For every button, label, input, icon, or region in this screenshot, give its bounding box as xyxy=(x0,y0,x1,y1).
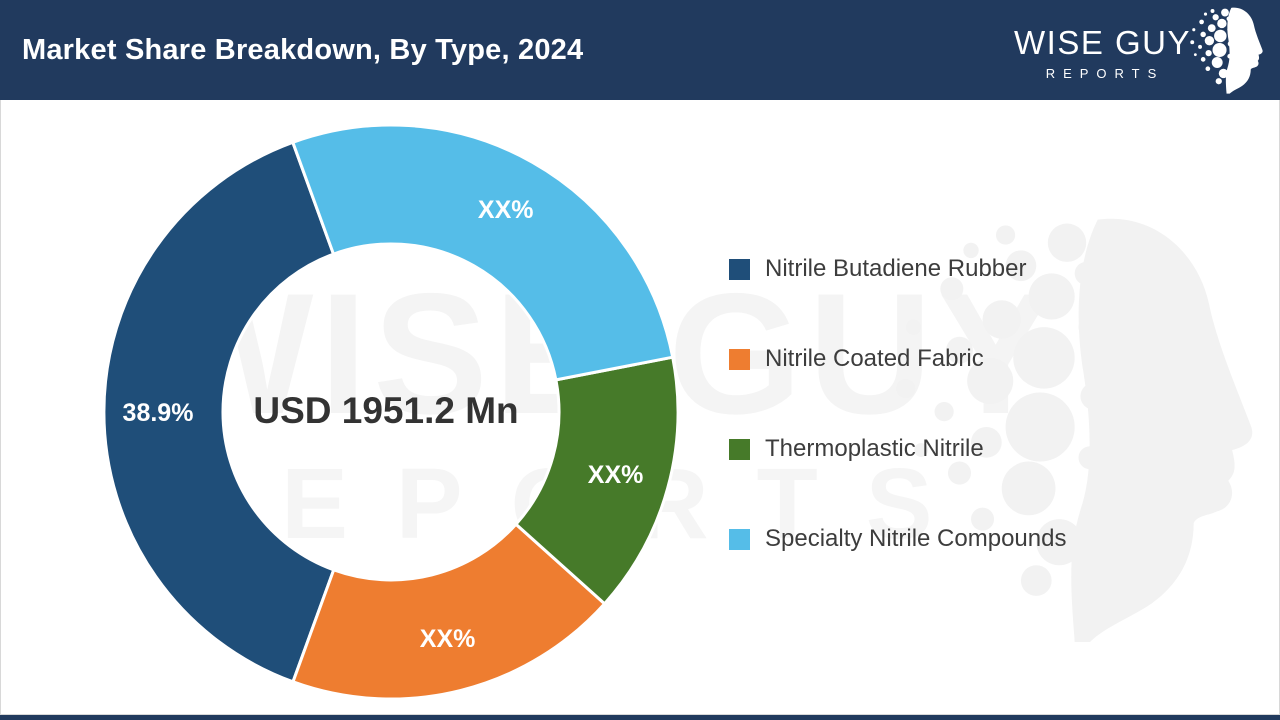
donut-chart-svg: 38.9% XX% XX% XX% xyxy=(102,123,680,701)
donut-segment-specialty-nitrile-compounds xyxy=(291,123,675,382)
legend-swatch-icon xyxy=(729,348,750,370)
donut-segment-nitrile-coated-fabric xyxy=(291,522,607,701)
legend-swatch-icon xyxy=(729,528,750,550)
legend-item-specialty-nitrile-compounds: Specialty Nitrile Compounds xyxy=(729,525,1066,553)
legend-label: Nitrile Coated Fabric xyxy=(765,345,984,372)
legend-label: Nitrile Butadiene Rubber xyxy=(765,255,1027,282)
slice-percentage-label: 38.9% xyxy=(123,399,194,427)
header-bar: Market Share Breakdown, By Type, 2024 WI… xyxy=(0,0,1280,100)
legend-item-thermoplastic-nitrile: Thermoplastic Nitrile xyxy=(729,435,1066,463)
donut-center-value: USD 1951.2 Mn xyxy=(253,390,519,431)
legend-swatch-icon xyxy=(729,258,750,280)
legend-label: Thermoplastic Nitrile xyxy=(765,435,984,462)
legend-item-nitrile-butadiene-rubber: Nitrile Butadiene Rubber xyxy=(729,255,1066,283)
legend-label: Specialty Nitrile Compounds xyxy=(765,525,1067,552)
chart-area: WISE GUY REPORTS 38.9%XX%XX%XX% USD 1951… xyxy=(0,100,1280,715)
wise-guy-reports-logo: WISE GUY REPORTS xyxy=(1014,4,1264,96)
slice-percentage-label: XX% xyxy=(420,625,476,653)
slice-percentage-label: XX% xyxy=(588,461,644,489)
legend-swatch-icon xyxy=(729,438,750,460)
dotted-head-profile-icon xyxy=(1190,7,1263,94)
logo-text: WISE GUY REPORTS xyxy=(1014,24,1190,81)
footer-bar xyxy=(0,715,1280,720)
donut-segment-nitrile-butadiene-rubber xyxy=(102,140,336,684)
chart-legend: Nitrile Butadiene Rubber Nitrile Coated … xyxy=(729,255,1066,553)
legend-item-nitrile-coated-fabric: Nitrile Coated Fabric xyxy=(729,345,1066,373)
page-title: Market Share Breakdown, By Type, 2024 xyxy=(22,33,584,66)
logo-wordmark: WISE GUY xyxy=(1014,24,1192,61)
slice-percentage-label: XX% xyxy=(478,196,534,224)
logo-subtitle: REPORTS xyxy=(1045,66,1165,81)
background-watermark-head-icon xyxy=(896,218,1253,642)
